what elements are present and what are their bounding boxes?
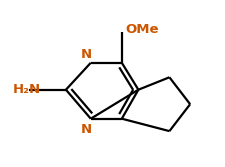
Text: N: N — [81, 48, 92, 61]
Text: N: N — [81, 123, 92, 136]
Text: OMe: OMe — [126, 23, 159, 36]
Text: H₂N: H₂N — [13, 83, 41, 96]
